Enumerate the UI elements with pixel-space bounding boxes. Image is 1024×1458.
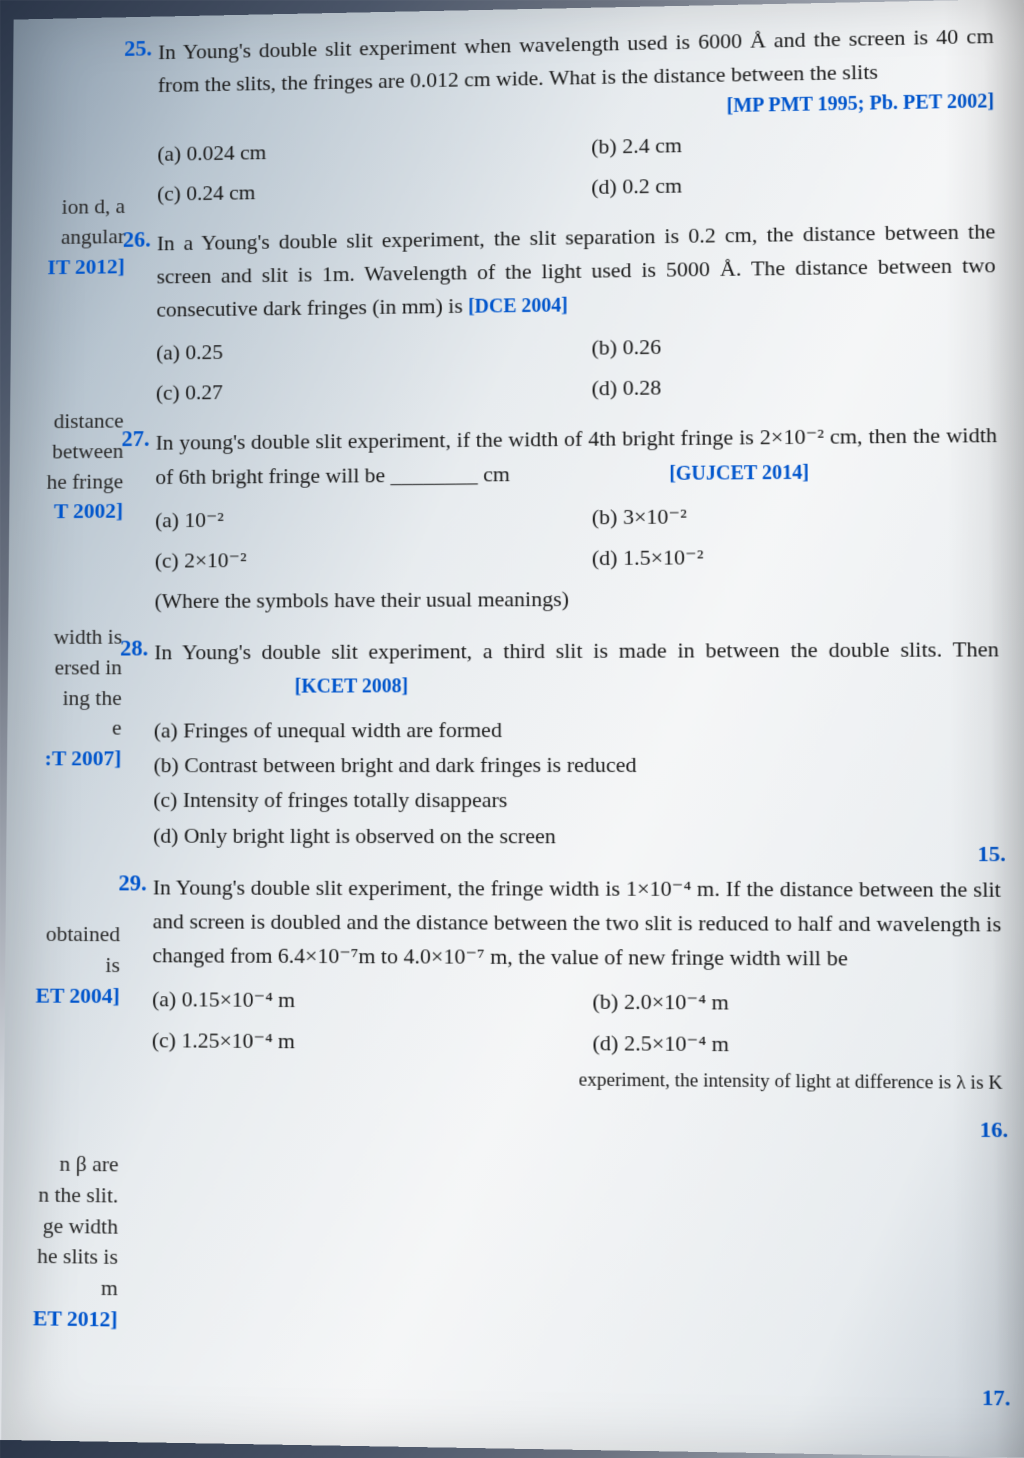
next-page-qnum: 17. — [982, 1384, 1011, 1411]
margin-text: between — [47, 436, 124, 467]
option-d: (d) 0.2 cm — [591, 164, 995, 203]
question-26: 26. In a Young's double slit experiment,… — [156, 215, 997, 409]
question-29: 29. In Young's double slit experiment, t… — [152, 870, 1003, 1098]
option-c: (c) 2×10⁻² — [155, 541, 552, 576]
options-grid: (a) 0.024 cm (b) 2.4 cm (c) 0.24 cm (d) … — [157, 123, 995, 209]
margin-ref: IT 2012] — [47, 251, 124, 282]
exam-reference: [KCET 2008] — [295, 675, 409, 697]
option-a: (a) 10⁻² — [155, 500, 552, 535]
option-c: (c) 0.24 cm — [157, 171, 552, 209]
option-a: (a) 0.024 cm — [157, 131, 551, 170]
margin-text: ersed in — [45, 652, 122, 683]
question-number: 25. — [124, 36, 152, 62]
margin-text: ing the — [45, 683, 122, 714]
margin-text: m — [33, 1272, 118, 1304]
option-d: (d) Only bright light is observed on the… — [153, 817, 1001, 853]
margin-text: he slits is — [33, 1241, 118, 1273]
option-b: (b) Contrast between bright and dark fri… — [154, 747, 1001, 783]
next-page-qnum: 15. — [977, 841, 1005, 867]
option-c: (c) 0.27 — [156, 372, 552, 409]
margin-text: ge width — [34, 1210, 119, 1242]
exam-reference: [DCE 2004] — [468, 295, 568, 318]
question-text: In a Young's double slit experiment, the… — [156, 215, 996, 327]
option-d: (d) 2.5×10⁻⁴ m — [592, 1026, 1002, 1062]
margin-text: e — [45, 713, 122, 744]
options-grid: (a) 10⁻² (b) 3×10⁻² (c) 2×10⁻² (d) 1.5×1… — [155, 497, 998, 576]
option-d: (d) 0.28 — [592, 368, 997, 405]
option-b: (b) 3×10⁻² — [592, 497, 998, 533]
option-a: (a) Fringes of unequal width are formed — [154, 711, 1000, 748]
margin-text: angular — [48, 221, 125, 252]
margin-fragment-4: obtained is ET 2004] — [35, 919, 120, 1011]
margin-text: width is — [46, 622, 123, 653]
margin-fragment-2: distance between he fringe T 2002] — [46, 406, 123, 527]
options-grid: (a) 0.25 (b) 0.26 (c) 0.27 (d) 0.28 — [156, 327, 997, 409]
option-c: (c) Intensity of fringes totally disappe… — [153, 782, 1000, 818]
option-b: (b) 0.26 — [592, 327, 997, 364]
question-28: 28. In Young's double slit experiment, a… — [153, 632, 1001, 854]
option-a: (a) 0.15×10⁻⁴ m — [152, 982, 552, 1017]
bottom-fragment: experiment, the intensity of light at di… — [152, 1062, 1003, 1098]
exam-reference: [MP PMT 1995; Pb. PET 2002] — [727, 91, 995, 117]
option-b: (b) 2.0×10⁻⁴ m — [592, 984, 1002, 1020]
question-text: In young's double slit experiment, if th… — [155, 419, 997, 494]
margin-ref: :T 2007] — [45, 744, 122, 775]
margin-text: distance — [47, 406, 124, 437]
next-page-qnum: 16. — [980, 1116, 1009, 1143]
exam-reference: [GUJCET 2014] — [669, 461, 809, 484]
margin-text: is — [36, 950, 120, 981]
question-note: (Where the symbols have their usual mean… — [155, 579, 999, 617]
textbook-page: ion d, a angular IT 2012] distance betwe… — [1, 0, 1024, 1458]
left-margin-column: ion d, a angular IT 2012] distance betwe… — [0, 17, 134, 1442]
options-grid: (a) 0.15×10⁻⁴ m (b) 2.0×10⁻⁴ m (c) 1.25×… — [152, 982, 1003, 1062]
margin-fragment-3: width is ersed in ing the e :T 2007] — [45, 622, 123, 774]
margin-fragment-1: ion d, a angular IT 2012] — [47, 191, 125, 282]
options-list: (a) Fringes of unequal width are formed … — [153, 711, 1001, 854]
question-number: 28. — [120, 635, 148, 661]
margin-text: obtained — [36, 919, 120, 950]
question-text: In Young's double slit experiment when w… — [158, 19, 994, 102]
question-27: 27. In young's double slit experiment, i… — [155, 419, 999, 618]
question-number: 29. — [118, 870, 146, 896]
option-a: (a) 0.25 — [156, 332, 552, 369]
margin-ref: ET 2012] — [33, 1303, 118, 1335]
question-text: In Young's double slit experiment, a thi… — [154, 632, 999, 703]
margin-fragment-5: n β are n the slit. ge width he slits is… — [33, 1148, 119, 1335]
margin-text: n β are — [34, 1148, 119, 1180]
question-number: 26. — [123, 227, 151, 253]
margin-ref: ET 2004] — [35, 980, 119, 1011]
option-c: (c) 1.25×10⁻⁴ m — [152, 1023, 552, 1059]
option-b: (b) 2.4 cm — [591, 123, 994, 162]
margin-text: n the slit. — [34, 1179, 119, 1211]
question-number: 27. — [121, 427, 149, 453]
question-25: 25. In Young's double slit experiment wh… — [157, 19, 995, 209]
margin-text: ion d, a — [48, 191, 125, 222]
margin-ref: T 2002] — [46, 496, 123, 527]
option-d: (d) 1.5×10⁻² — [592, 538, 998, 574]
question-text: In Young's double slit experiment, the f… — [152, 870, 1001, 976]
margin-text: he fringe — [46, 466, 123, 497]
